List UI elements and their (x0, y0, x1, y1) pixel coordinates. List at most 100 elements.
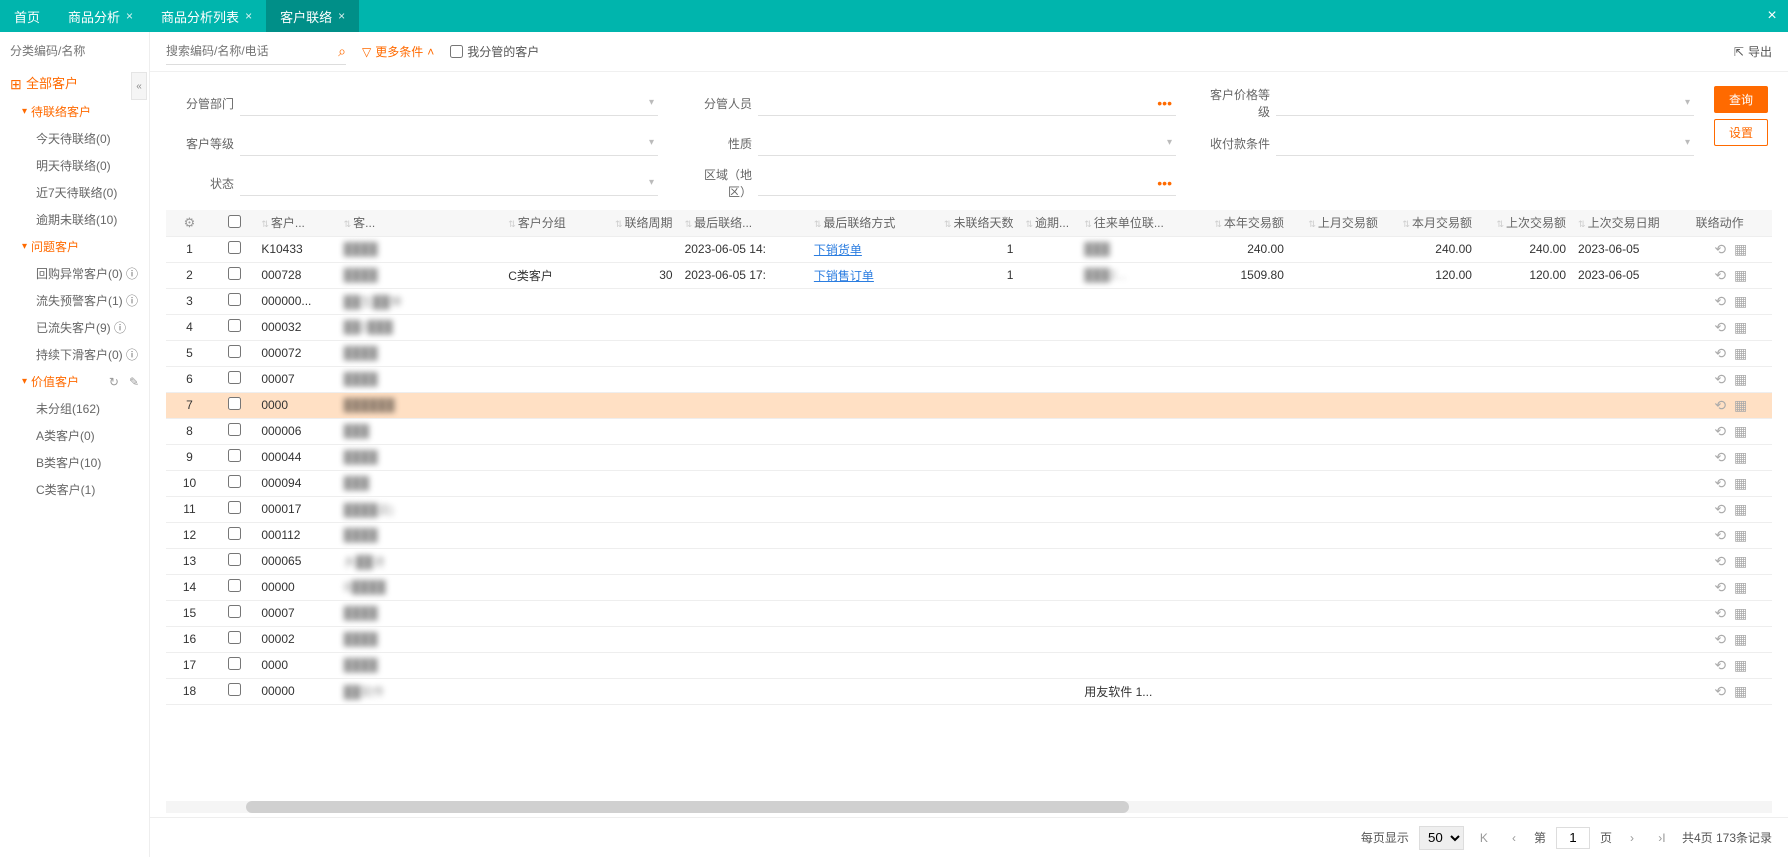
link-icon[interactable]: ⟲ (1714, 605, 1726, 622)
col-thism[interactable]: ⇅本月交易额 (1384, 210, 1478, 236)
table-row[interactable]: 1600002████⟲▦ (166, 626, 1772, 652)
grid-icon[interactable]: ▦ (1734, 267, 1747, 284)
link-icon[interactable]: ⟲ (1714, 319, 1726, 336)
row-checkbox[interactable] (228, 371, 241, 384)
col-group[interactable]: ⇅客户分组 (502, 210, 596, 236)
table-row[interactable]: 13000065乡██诗⟲▦ (166, 548, 1772, 574)
prev-page-button[interactable]: ‹ (1504, 831, 1524, 845)
grid-icon[interactable]: ▦ (1734, 683, 1747, 700)
link-icon[interactable]: ⟲ (1714, 527, 1726, 544)
grid-icon[interactable]: ▦ (1734, 605, 1747, 622)
collapse-sidebar-button[interactable]: « (131, 72, 147, 100)
select-all-checkbox[interactable] (228, 215, 241, 228)
sidebar-item[interactable]: 回购异常客户(0) ⓘ (0, 260, 149, 287)
more-conditions-toggle[interactable]: ▽ 更多条件 ˄ (362, 43, 434, 60)
table-row[interactable]: 1K10433████2023-06-05 14:下销货单1███240.002… (166, 236, 1772, 262)
table-row[interactable]: 5000072████⟲▦ (166, 340, 1772, 366)
table-row[interactable]: 3000000...██生██坤⟲▦ (166, 288, 1772, 314)
col-last_t[interactable]: ⇅最后联络... (679, 210, 808, 236)
row-checkbox[interactable] (228, 501, 241, 514)
link-icon[interactable]: ⟲ (1714, 501, 1726, 518)
link-icon[interactable]: ⟲ (1714, 397, 1726, 414)
grid-icon[interactable]: ▦ (1734, 371, 1747, 388)
sidebar-item[interactable]: 今天待联络(0) (0, 125, 149, 152)
col-lastm[interactable]: ⇅上月交易额 (1290, 210, 1384, 236)
row-checkbox[interactable] (228, 345, 241, 358)
col-lastd[interactable]: ⇅上次交易日期 (1572, 210, 1690, 236)
grid-icon[interactable]: ▦ (1734, 293, 1747, 310)
col-gear[interactable]: ⚙ (166, 210, 213, 236)
query-button[interactable]: 查询 (1714, 86, 1768, 113)
filter-select[interactable]: ▾ (240, 90, 658, 116)
table-row[interactable]: 4000032██2███⟲▦ (166, 314, 1772, 340)
link-icon[interactable]: ⟲ (1714, 423, 1726, 440)
grid-icon[interactable]: ▦ (1734, 631, 1747, 648)
link-icon[interactable]: ⟲ (1714, 631, 1726, 648)
table-row[interactable]: 1800000██软件用友软件 1...⟲▦ (166, 678, 1772, 704)
link-icon[interactable]: ⟲ (1714, 345, 1726, 362)
link-icon[interactable]: ⟲ (1714, 683, 1726, 700)
col-cycle[interactable]: ⇅联络周期 (596, 210, 678, 236)
filter-select[interactable]: ▾ (1276, 130, 1694, 156)
sidebar-search-input[interactable] (10, 44, 150, 58)
horizontal-scrollbar[interactable] (166, 801, 1772, 813)
col-over[interactable]: ⇅逾期... (1019, 210, 1078, 236)
table-row[interactable]: 12000112████⟲▦ (166, 522, 1772, 548)
close-icon[interactable]: × (338, 9, 345, 23)
col-unit[interactable]: ⇅往来单位联... (1078, 210, 1184, 236)
link-icon[interactable]: ⟲ (1714, 475, 1726, 492)
sidebar-item[interactable]: 流失预警客户(1) ⓘ (0, 287, 149, 314)
first-page-button[interactable]: K (1474, 831, 1494, 845)
sidebar-item[interactable]: 明天待联络(0) (0, 152, 149, 179)
link-icon[interactable]: ⟲ (1714, 449, 1726, 466)
row-checkbox[interactable] (228, 579, 241, 592)
filter-select[interactable]: ▾ (758, 130, 1176, 156)
table-row[interactable]: 170000████⟲▦ (166, 652, 1772, 678)
col-lasta[interactable]: ⇅上次交易额 (1478, 210, 1572, 236)
contact-method-link[interactable]: 下销售订单 (814, 269, 874, 283)
sidebar-item[interactable]: 未分组(162) (0, 395, 149, 422)
table-row[interactable]: 1500007████⟲▦ (166, 600, 1772, 626)
table-row[interactable]: 600007████⟲▦ (166, 366, 1772, 392)
sidebar-item[interactable]: 逾期未联络(10) (0, 206, 149, 233)
sidebar-group-value[interactable]: ▾价值客户↻✎ (0, 368, 149, 395)
row-checkbox[interactable] (228, 605, 241, 618)
col-name[interactable]: ⇅客... (338, 210, 503, 236)
filter-select[interactable]: ••• (758, 90, 1176, 116)
col-last_m[interactable]: ⇅最后联络方式 (808, 210, 926, 236)
sidebar-item[interactable]: 持续下滑客户(0) ⓘ (0, 341, 149, 368)
link-icon[interactable]: ⟲ (1714, 267, 1726, 284)
table-row[interactable]: 2000728████C类客户302023-06-05 17:下销售订单1███… (166, 262, 1772, 288)
last-page-button[interactable]: ›I (1652, 831, 1672, 845)
sidebar-group-problem[interactable]: ▾问题客户 (0, 233, 149, 260)
row-checkbox[interactable] (228, 267, 241, 280)
export-button[interactable]: ⇱ 导出 (1734, 43, 1772, 60)
table-row[interactable]: 9000044████⟲▦ (166, 444, 1772, 470)
filter-select[interactable]: ▾ (1276, 90, 1694, 116)
tab-首页[interactable]: 首页 (0, 0, 54, 32)
grid-icon[interactable]: ▦ (1734, 345, 1747, 362)
grid-icon[interactable]: ▦ (1734, 501, 1747, 518)
grid-icon[interactable]: ▦ (1734, 579, 1747, 596)
page-size-select[interactable]: 50 (1419, 826, 1464, 850)
row-checkbox[interactable] (228, 475, 241, 488)
table-row[interactable]: 11000017████店)⟲▦ (166, 496, 1772, 522)
sidebar-item[interactable]: B类客户(10) (0, 449, 149, 476)
filter-select[interactable]: ▾ (240, 170, 658, 196)
row-checkbox[interactable] (228, 293, 241, 306)
search-input[interactable] (166, 44, 338, 58)
row-checkbox[interactable] (228, 631, 241, 644)
table-row[interactable]: 70000██████⟲▦ (166, 392, 1772, 418)
tab-商品分析列表[interactable]: 商品分析列表× (147, 0, 266, 32)
grid-icon[interactable]: ▦ (1734, 397, 1747, 414)
grid-icon[interactable]: ▦ (1734, 527, 1747, 544)
contact-method-link[interactable]: 下销货单 (814, 243, 862, 257)
close-icon[interactable]: × (126, 9, 133, 23)
table-row[interactable]: 1400000B████⟲▦ (166, 574, 1772, 600)
gear-icon[interactable]: ⚙ (184, 215, 196, 230)
refresh-icon[interactable]: ↻ (109, 375, 119, 389)
col-nodays[interactable]: ⇅未联络天数 (925, 210, 1019, 236)
row-checkbox[interactable] (228, 449, 241, 462)
edit-icon[interactable]: ✎ (129, 375, 139, 389)
link-icon[interactable]: ⟲ (1714, 657, 1726, 674)
